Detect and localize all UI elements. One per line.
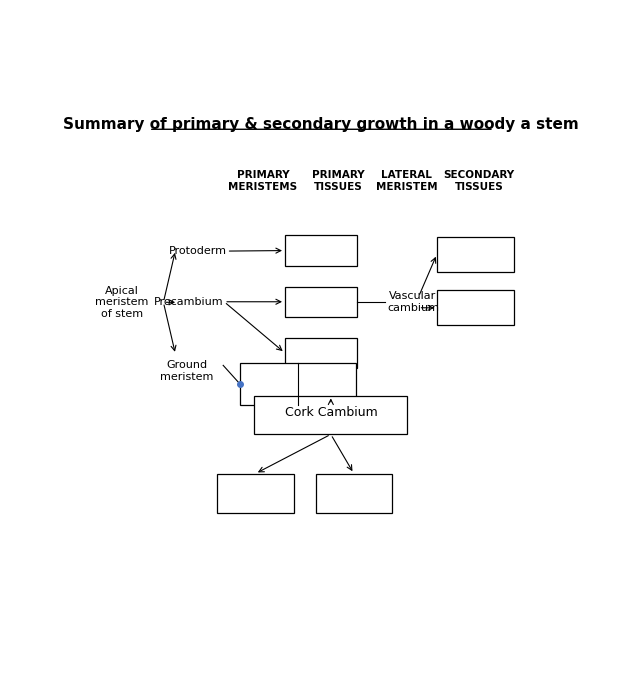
Bar [255, 395, 408, 434]
Bar [315, 474, 393, 512]
Bar [285, 287, 357, 317]
Text: Summary of primary & secondary growth in a woody a stem: Summary of primary & secondary growth in… [63, 117, 579, 132]
Text: PRIMARY
TISSUES: PRIMARY TISSUES [312, 170, 365, 192]
Bar [437, 290, 514, 326]
Text: Ground
meristem: Ground meristem [160, 360, 213, 382]
Text: Procambium: Procambium [154, 298, 223, 307]
Text: SECONDARY
TISSUES: SECONDARY TISSUES [444, 170, 515, 192]
Bar [285, 235, 357, 265]
Bar [240, 363, 356, 405]
Bar [437, 237, 514, 272]
Text: Protoderm: Protoderm [169, 246, 226, 256]
Text: Cork Cambium: Cork Cambium [285, 406, 377, 419]
Text: PRIMARY
MERISTEMS: PRIMARY MERISTEMS [228, 170, 298, 192]
Bar [217, 474, 293, 512]
Text: Vascular
cambium: Vascular cambium [387, 291, 439, 313]
Text: Apical
meristem
of stem: Apical meristem of stem [95, 286, 149, 319]
Bar [285, 338, 357, 368]
Text: LATERAL
MERISTEM: LATERAL MERISTEM [376, 170, 437, 192]
